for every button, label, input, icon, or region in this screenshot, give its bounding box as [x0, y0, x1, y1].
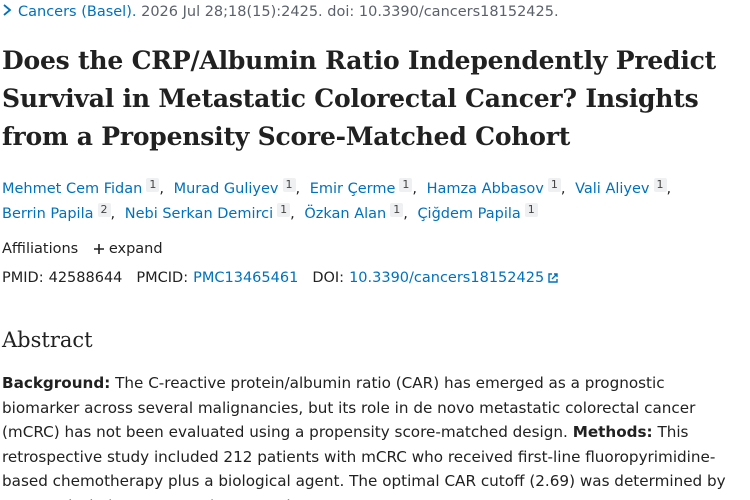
author: Vali Aliyev 1: [575, 178, 676, 197]
affiliations: Affiliations expand: [2, 241, 163, 257]
author: Murad Guliyev 1: [173, 178, 305, 197]
abstract-text: Background: The C-reactive protein/album…: [2, 371, 746, 500]
identifier: PMCID: PMC13465461: [136, 270, 298, 286]
affiliation-number[interactable]: 1: [277, 203, 291, 217]
abstract-heading: Abstract: [2, 328, 93, 352]
affiliation-number[interactable]: 1: [653, 178, 667, 192]
identifier: PMID: 42588644: [2, 270, 122, 286]
author-name[interactable]: Murad Guliyev: [173, 181, 279, 197]
section-label: Methods:: [572, 423, 653, 442]
article-title: Does the CRP/Albumin Ratio Independently…: [2, 46, 717, 151]
affiliation-number[interactable]: 1: [524, 203, 538, 217]
affiliation-number[interactable]: 1: [547, 178, 561, 192]
identifier: DOI: 10.3390/cancers18152425: [312, 270, 559, 286]
section-text: The C-reactive protein/albumin ratio (CA…: [2, 374, 696, 442]
identifiers: PMID: 42588644 PMCID: PMC13465461 DOI: 10.339…: [2, 270, 573, 286]
identifier-value[interactable]: 10.3390/cancers18152425: [349, 270, 545, 286]
author: Emir Çerme 1: [309, 178, 422, 197]
affiliation-number[interactable]: 1: [282, 178, 296, 192]
author-name[interactable]: Hamza Abbasov: [426, 181, 544, 197]
author-name[interactable]: Mehmet Cem Fidan: [2, 181, 143, 197]
chevron-icon: [3, 4, 12, 16]
author-name[interactable]: Berrin Papila: [2, 206, 94, 222]
section-label: Background:: [2, 374, 111, 392]
expand-label[interactable]: expand: [108, 241, 163, 257]
author-name[interactable]: Nebi Serkan Demirci: [124, 206, 274, 222]
affiliation-number[interactable]: 1: [399, 178, 413, 192]
affiliation-number[interactable]: 2: [97, 203, 111, 217]
author: Özkan Alan 1: [304, 203, 413, 222]
identifier-label: PMCID:: [136, 270, 189, 286]
external-link-icon: [548, 273, 558, 283]
affiliation-number[interactable]: 1: [146, 178, 160, 192]
citation-details: 2026 Jul 28;18(15):2425. doi: 10.3390/ca…: [141, 4, 559, 20]
expand-toggle[interactable]: expand: [93, 241, 163, 257]
author-name[interactable]: Emir Çerme: [309, 181, 396, 197]
identifier-label: PMID:: [2, 270, 44, 286]
author: Mehmet Cem Fidan 1: [2, 178, 169, 197]
plus-icon: [93, 244, 104, 254]
author-name[interactable]: Çiğdem Papila: [417, 206, 521, 222]
journal-link[interactable]: Cancers (Basel).: [18, 4, 137, 20]
author: Hamza Abbasov 1: [426, 178, 570, 197]
author: Berrin Papila 2: [2, 203, 120, 222]
affiliation-number[interactable]: 1: [390, 203, 404, 217]
section-text: This retrospective study included 212 pa…: [2, 423, 726, 500]
author-name[interactable]: Özkan Alan: [304, 206, 387, 222]
identifier-value: 42588644: [48, 270, 123, 286]
identifier-value[interactable]: PMC13465461: [193, 270, 299, 286]
citation: Cancers (Basel). 2026 Jul 28;18(15):2425…: [0, 3, 559, 20]
identifier-label: DOI:: [312, 270, 345, 286]
author: Çiğdem Papila 1: [417, 203, 538, 222]
author-name[interactable]: Vali Aliyev: [575, 181, 650, 197]
affiliations-label: Affiliations: [2, 241, 79, 257]
author: Nebi Serkan Demirci 1: [124, 203, 300, 222]
